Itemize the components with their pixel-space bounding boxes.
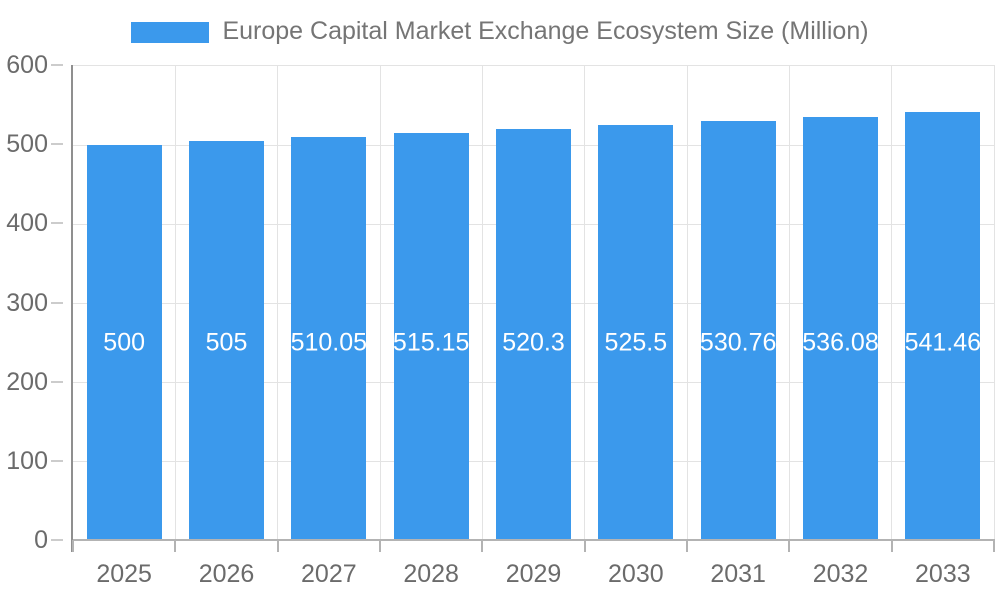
x-axis-category-label: 2031 <box>710 560 766 588</box>
y-axis-tick-label: 100 <box>6 446 48 475</box>
v-gridline <box>277 66 279 541</box>
bar[interactable] <box>496 129 571 541</box>
x-axis-tick <box>993 540 995 552</box>
x-axis-category-label: 2030 <box>608 560 664 588</box>
x-axis-category-label: 2028 <box>403 560 459 588</box>
bar-value-label: 515.15 <box>392 328 470 357</box>
plot-area: 500 505 510.05 515.15 520.3 525.5 530.76 536.08… <box>73 65 995 541</box>
x-axis-tick <box>686 540 688 552</box>
bar-value-label: 505 <box>205 328 248 357</box>
bar[interactable] <box>700 120 776 541</box>
v-gridline <box>481 66 483 541</box>
v-gridline <box>174 66 176 541</box>
bar[interactable] <box>291 137 367 541</box>
bar-value-label: 500 <box>103 328 146 357</box>
y-axis-tick <box>51 459 63 462</box>
v-gridline <box>788 66 790 541</box>
y-axis-tick-label: 500 <box>6 130 48 159</box>
chart-title: Europe Capital Market Exchange Ecosystem… <box>222 17 869 46</box>
x-axis-tick <box>788 540 791 552</box>
x-axis-category-label: 2027 <box>301 560 357 588</box>
bar-value-label: 510.05 <box>290 328 368 357</box>
bar[interactable] <box>905 112 981 541</box>
x-axis-tick <box>174 540 177 552</box>
x-axis-category-label: 2032 <box>812 560 869 588</box>
bar[interactable] <box>86 145 162 541</box>
y-axis-tick <box>51 301 63 304</box>
x-axis-category-label: 2033 <box>915 560 971 588</box>
x-axis-tick <box>890 540 893 552</box>
legend-swatch <box>131 21 210 43</box>
x-axis-tick <box>72 540 74 552</box>
bar[interactable] <box>189 141 264 541</box>
x-axis-line <box>73 539 995 541</box>
v-gridline <box>379 66 381 541</box>
y-axis-tick <box>51 222 63 225</box>
chart-legend: Europe Capital Market Exchange Ecosystem… <box>0 10 1000 54</box>
y-axis-tick-label: 0 <box>34 526 48 554</box>
x-axis-category-label: 2026 <box>198 560 255 588</box>
y-axis-tick-label: 300 <box>6 288 48 317</box>
bar-value-label: 541.46 <box>904 328 982 357</box>
y-axis-tick <box>51 539 63 541</box>
v-gridline <box>584 66 586 541</box>
bar-value-label: 520.3 <box>502 328 565 357</box>
x-axis-category-label: 2029 <box>505 560 562 588</box>
y-axis-line <box>71 65 73 552</box>
y-axis-tick <box>51 64 63 66</box>
bar[interactable] <box>598 124 674 541</box>
bar-value-label: 536.08 <box>802 328 879 357</box>
y-axis-tick <box>51 380 63 383</box>
x-axis-tick <box>276 540 279 552</box>
v-gridline <box>891 66 893 541</box>
x-axis-tick <box>583 540 586 552</box>
x-axis-tick <box>379 540 381 552</box>
x-axis-tick <box>481 540 484 552</box>
y-axis-tick-label: 600 <box>6 51 48 79</box>
bar[interactable] <box>393 133 469 541</box>
y-axis-tick-label: 200 <box>6 367 48 396</box>
bar-value-label: 525.5 <box>604 328 668 357</box>
y-axis-tick <box>51 143 63 146</box>
x-axis-category-label: 2025 <box>96 560 152 588</box>
v-gridline <box>686 66 688 541</box>
bar-value-label: 530.76 <box>699 328 777 357</box>
bar[interactable] <box>803 116 878 541</box>
y-axis-tick-label: 400 <box>6 209 48 238</box>
